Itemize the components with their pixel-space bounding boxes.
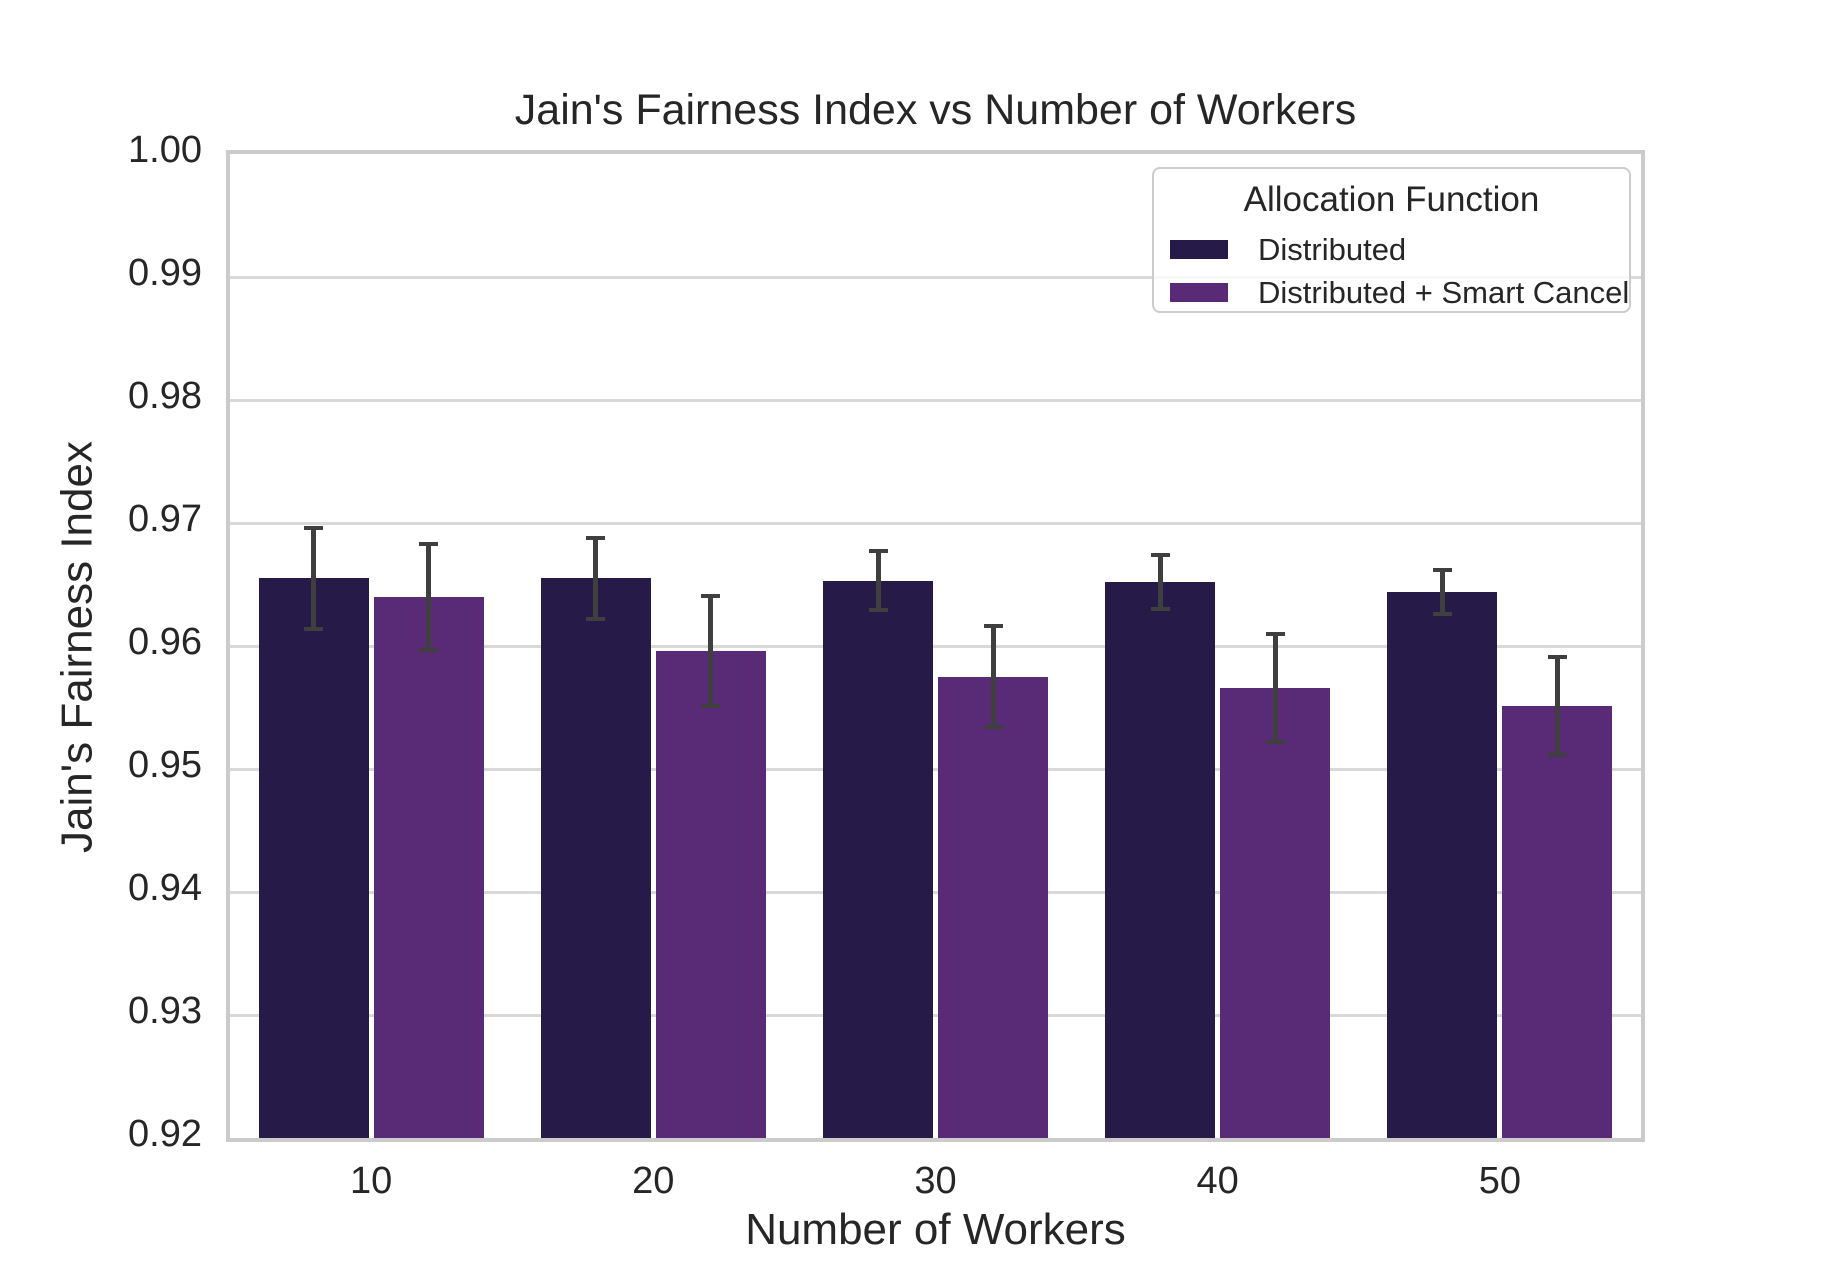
errorbar-20-2: [708, 595, 714, 707]
errorbar-40-2: [1272, 633, 1278, 742]
errorbar-cap-30-2-low: [983, 725, 1003, 730]
errorbar-cap-10-1-low: [304, 626, 324, 631]
gridline-0.96: [230, 644, 1641, 648]
y-tick-label-0.94: 0.94: [128, 867, 202, 909]
errorbar-cap-30-2-high: [983, 624, 1003, 629]
errorbar-30-2: [990, 626, 996, 728]
legend-label: Distributed: [1258, 231, 1407, 267]
errorbar-cap-10-1-high: [304, 525, 324, 530]
legend-title: Allocation Function: [1243, 180, 1540, 219]
legend-swatch: [1170, 239, 1228, 259]
errorbar-cap-50-1-high: [1432, 567, 1452, 572]
bar-distributed-50: [1387, 591, 1498, 1138]
y-tick-label-0.97: 0.97: [128, 498, 202, 540]
errorbar-cap-30-1-high: [868, 549, 888, 554]
errorbar-cap-20-2-high: [701, 593, 721, 598]
bar-distributed-10: [258, 578, 369, 1138]
errorbar-cap-40-1-high: [1150, 552, 1170, 557]
errorbar-cap-10-2-high: [419, 541, 439, 546]
bar-distributed-smart-cancel-40: [1220, 687, 1331, 1138]
x-tick-label-30: 30: [914, 1160, 957, 1202]
bar-distributed-smart-cancel-30: [938, 676, 1048, 1138]
errorbar-cap-10-2-low: [419, 647, 439, 652]
bar-distributed-20: [540, 578, 651, 1138]
x-tick-label-40: 40: [1196, 1160, 1239, 1202]
errorbar-cap-50-2-high: [1547, 655, 1567, 660]
errorbar-cap-40-2-high: [1265, 631, 1285, 636]
x-tick-label-20: 20: [632, 1160, 675, 1202]
errorbar-cap-20-2-low: [701, 704, 721, 709]
legend: Allocation Function Distributed Distribut…: [1152, 167, 1631, 313]
legend-item-distributed: Distributed: [1170, 231, 1629, 267]
gridline-0.95: [230, 767, 1641, 771]
errorbar-50-2: [1554, 657, 1560, 756]
y-tick-label-0.96: 0.96: [128, 621, 202, 663]
bar-distributed-smart-cancel-10: [373, 596, 484, 1138]
legend-item-distributed-smart-cancel: Distributed + Smart Cancel: [1170, 274, 1630, 310]
legend-entries: Distributed Distributed + Smart Cancel: [1154, 231, 1630, 310]
bar-distributed-30: [823, 580, 933, 1138]
y-tick-label-0.98: 0.98: [128, 375, 202, 417]
errorbar-cap-50-1-low: [1432, 612, 1452, 617]
gridline-0.94: [230, 890, 1641, 894]
errorbar-cap-30-1-low: [868, 608, 888, 613]
y-tick-label-0.93: 0.93: [128, 990, 202, 1032]
x-axis-label: Number of Workers: [745, 1205, 1126, 1254]
gridline-0.99: [230, 275, 1641, 279]
errorbar-50-1: [1439, 569, 1445, 614]
y-tick-label-0.92: 0.92: [128, 1113, 202, 1155]
errorbar-10-1: [311, 527, 317, 629]
bar-distributed-smart-cancel-20: [655, 650, 766, 1138]
y-tick-label-1.00: 1.00: [128, 129, 202, 171]
legend-label: Distributed + Smart Cancel: [1258, 274, 1630, 310]
x-tick-label-10: 10: [349, 1160, 393, 1202]
errorbar-cap-20-1-low: [586, 616, 606, 621]
errorbar-cap-20-1-high: [586, 535, 606, 540]
bar-distributed-smart-cancel-50: [1502, 706, 1613, 1138]
plot-area: [226, 150, 1645, 1142]
bar-distributed-40: [1105, 582, 1216, 1138]
legend-swatch: [1170, 282, 1228, 302]
chart-title: Jain's Fairness Index vs Number of Worke…: [514, 86, 1357, 134]
errorbar-10-2: [426, 543, 432, 650]
gridline-0.97: [230, 521, 1641, 525]
errorbar-cap-40-1-low: [1150, 607, 1170, 612]
errorbar-cap-40-2-low: [1265, 739, 1285, 744]
errorbar-cap-50-2-low: [1547, 753, 1567, 758]
y-tick-label-0.99: 0.99: [128, 252, 202, 294]
errorbar-20-1: [593, 537, 599, 619]
x-tick-label-50: 50: [1478, 1160, 1522, 1202]
errorbar-40-1: [1157, 554, 1163, 610]
y-tick-label-0.95: 0.95: [128, 744, 202, 786]
gridline-0.93: [230, 1013, 1641, 1017]
gridline-0.98: [230, 398, 1641, 402]
errorbar-30-1: [875, 551, 881, 611]
